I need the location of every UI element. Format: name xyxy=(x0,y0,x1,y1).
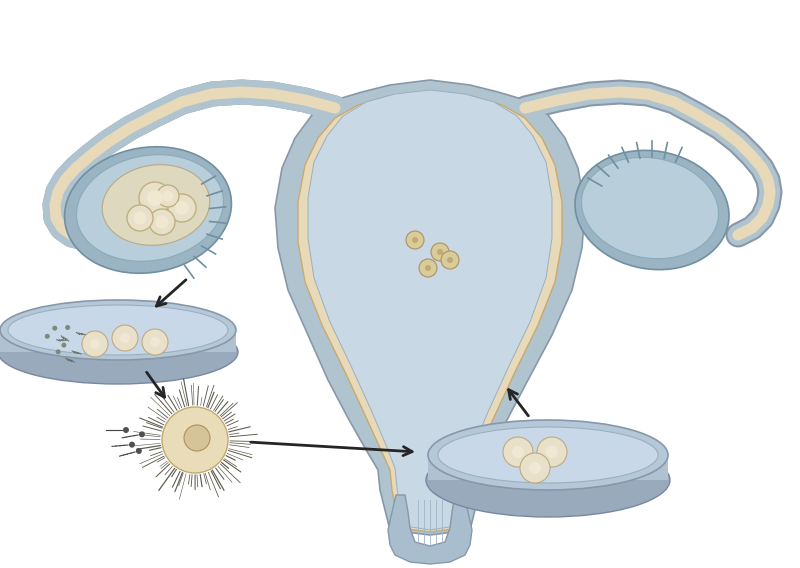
Circle shape xyxy=(512,446,524,458)
Circle shape xyxy=(437,249,443,255)
Circle shape xyxy=(425,265,431,271)
Polygon shape xyxy=(388,495,472,564)
Circle shape xyxy=(149,209,175,235)
Circle shape xyxy=(62,343,66,348)
Circle shape xyxy=(127,205,153,231)
Circle shape xyxy=(520,453,550,483)
Circle shape xyxy=(184,425,210,451)
Polygon shape xyxy=(298,92,562,532)
Circle shape xyxy=(56,349,61,354)
Circle shape xyxy=(90,339,100,349)
Circle shape xyxy=(412,237,418,243)
Circle shape xyxy=(142,329,168,355)
Circle shape xyxy=(157,185,179,207)
Polygon shape xyxy=(0,330,236,352)
Ellipse shape xyxy=(77,154,223,261)
Circle shape xyxy=(52,325,58,331)
Ellipse shape xyxy=(0,300,236,360)
Circle shape xyxy=(65,325,70,330)
Ellipse shape xyxy=(582,157,718,258)
Circle shape xyxy=(123,427,129,433)
Ellipse shape xyxy=(8,305,228,355)
Circle shape xyxy=(129,442,135,448)
Circle shape xyxy=(537,437,567,467)
Circle shape xyxy=(419,259,437,277)
Ellipse shape xyxy=(428,420,668,490)
Polygon shape xyxy=(275,80,585,535)
Circle shape xyxy=(162,190,174,202)
Circle shape xyxy=(155,215,169,228)
Circle shape xyxy=(134,211,146,224)
Circle shape xyxy=(147,190,163,206)
Circle shape xyxy=(45,334,50,339)
Circle shape xyxy=(112,325,138,351)
Circle shape xyxy=(139,431,145,437)
Polygon shape xyxy=(308,90,552,530)
Circle shape xyxy=(529,462,541,474)
Ellipse shape xyxy=(102,165,210,245)
Circle shape xyxy=(503,437,533,467)
Ellipse shape xyxy=(438,427,658,483)
Circle shape xyxy=(168,194,196,222)
Circle shape xyxy=(431,243,449,261)
Circle shape xyxy=(441,251,459,269)
Circle shape xyxy=(447,257,453,263)
Circle shape xyxy=(136,448,142,454)
Ellipse shape xyxy=(575,151,729,270)
Circle shape xyxy=(150,337,160,347)
Circle shape xyxy=(162,407,228,473)
Circle shape xyxy=(175,201,189,215)
Ellipse shape xyxy=(426,443,670,517)
Circle shape xyxy=(546,446,558,458)
Circle shape xyxy=(82,331,108,357)
Circle shape xyxy=(139,182,171,214)
Ellipse shape xyxy=(65,147,231,273)
Circle shape xyxy=(406,231,424,249)
Ellipse shape xyxy=(0,320,238,384)
Polygon shape xyxy=(428,455,668,480)
Circle shape xyxy=(120,333,130,343)
